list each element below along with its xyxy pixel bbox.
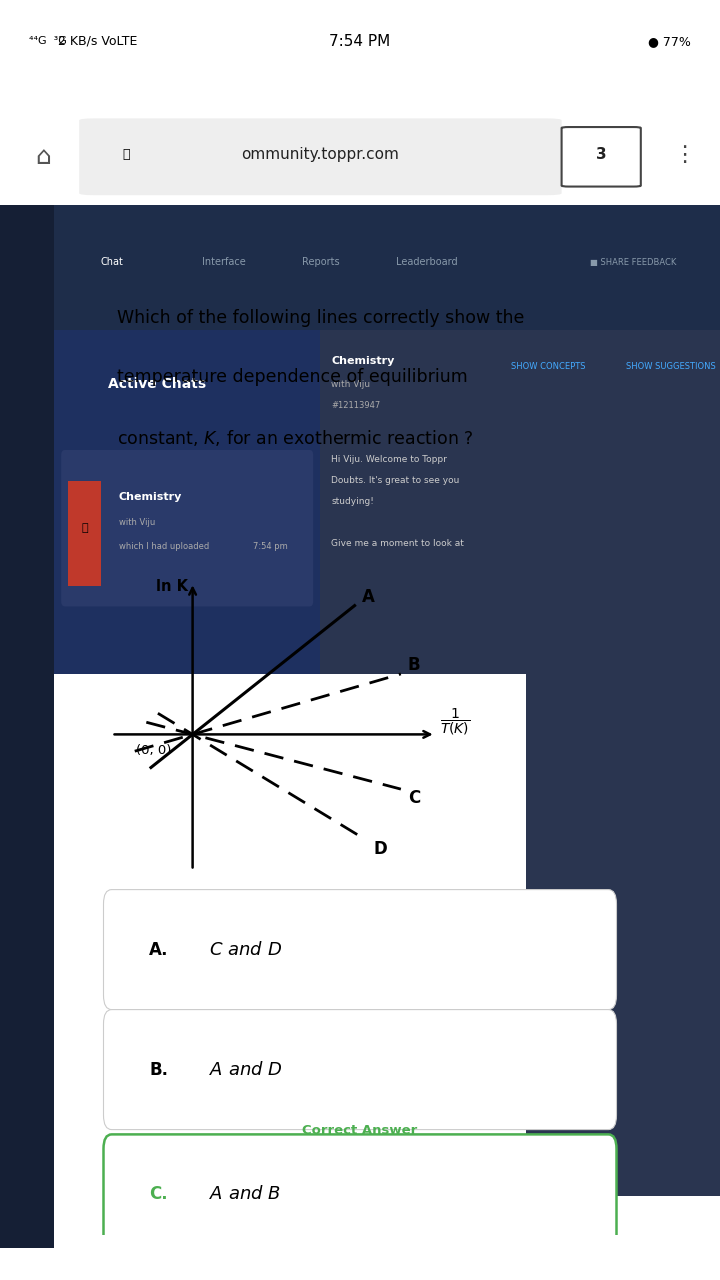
Text: Reports: Reports [302, 257, 340, 268]
Text: A: A [361, 588, 374, 605]
Text: which I had uploaded: which I had uploaded [119, 543, 209, 552]
Text: studying!: studying! [331, 497, 374, 506]
Text: D: D [373, 840, 387, 858]
FancyBboxPatch shape [104, 1010, 616, 1129]
Text: Active Chats: Active Chats [108, 376, 206, 390]
Text: Chemistry: Chemistry [119, 492, 182, 502]
Text: ⁴⁴G  ³G: ⁴⁴G ³G [29, 36, 67, 46]
FancyBboxPatch shape [104, 1134, 616, 1254]
Text: Give me a moment to look at: Give me a moment to look at [331, 539, 464, 548]
Text: C.: C. [150, 1185, 168, 1203]
Text: 2 KB/s VoLTE: 2 KB/s VoLTE [58, 35, 137, 47]
Bar [320, 330, 720, 675]
FancyBboxPatch shape [104, 890, 616, 1010]
Text: ommunity.toppr.com: ommunity.toppr.com [241, 147, 400, 163]
Text: A.: A. [150, 941, 169, 959]
Text: SHOW SUGGESTIONS: SHOW SUGGESTIONS [626, 362, 716, 371]
Text: ■ SHARE FEEDBACK: ■ SHARE FEEDBACK [590, 257, 677, 266]
Text: ⌂: ⌂ [35, 145, 51, 169]
Text: $\dfrac{1}{T(K)}$: $\dfrac{1}{T(K)}$ [440, 707, 471, 737]
Text: B: B [408, 655, 420, 673]
Text: ln K: ln K [156, 579, 188, 594]
Text: Interface: Interface [202, 257, 246, 268]
Text: Which of the following lines correctly show the: Which of the following lines correctly s… [117, 308, 524, 326]
Text: Hi Viju. Welcome to Toppr: Hi Viju. Welcome to Toppr [331, 456, 447, 465]
Text: Chat: Chat [101, 257, 124, 268]
FancyBboxPatch shape [79, 119, 562, 195]
Bar [526, 675, 720, 1196]
Bar [68, 481, 101, 585]
Text: 🧪: 🧪 [81, 524, 89, 534]
Text: 7:54 PM: 7:54 PM [329, 33, 391, 49]
Text: C: C [408, 788, 420, 808]
Text: $\mathit{A\ and\ B}$: $\mathit{A\ and\ B}$ [209, 1185, 281, 1203]
Text: Correct Answer: Correct Answer [302, 1124, 418, 1137]
Text: temperature dependence of equilibrium: temperature dependence of equilibrium [117, 369, 468, 387]
Text: ⋮: ⋮ [673, 145, 695, 165]
Text: ● 77%: ● 77% [648, 35, 691, 47]
Text: $\mathit{C\ and\ D}$: $\mathit{C\ and\ D}$ [209, 941, 282, 959]
Text: Chemistry: Chemistry [331, 356, 395, 366]
FancyBboxPatch shape [562, 127, 641, 187]
Text: Doubts. It's great to see you: Doubts. It's great to see you [331, 476, 459, 485]
Text: $\mathit{A\ and\ D}$: $\mathit{A\ and\ D}$ [209, 1061, 283, 1079]
Text: Leaderboard: Leaderboard [396, 257, 458, 268]
Text: with Viju: with Viju [331, 380, 370, 389]
Bar [54, 205, 720, 330]
FancyBboxPatch shape [61, 451, 313, 607]
Text: constant, $K$, for an exothermic reaction ?: constant, $K$, for an exothermic reactio… [117, 428, 474, 448]
Text: B.: B. [150, 1061, 168, 1079]
Bar [0, 205, 54, 1248]
Text: 🔒: 🔒 [122, 148, 130, 161]
Text: (0, 0): (0, 0) [136, 744, 172, 756]
Bar [54, 330, 320, 675]
Text: 3: 3 [596, 147, 606, 163]
Text: #12113947: #12113947 [331, 401, 380, 410]
Text: SHOW CONCEPTS: SHOW CONCEPTS [511, 362, 585, 371]
Text: 7:54 pm: 7:54 pm [253, 543, 288, 552]
Text: with Viju: with Viju [119, 518, 155, 527]
